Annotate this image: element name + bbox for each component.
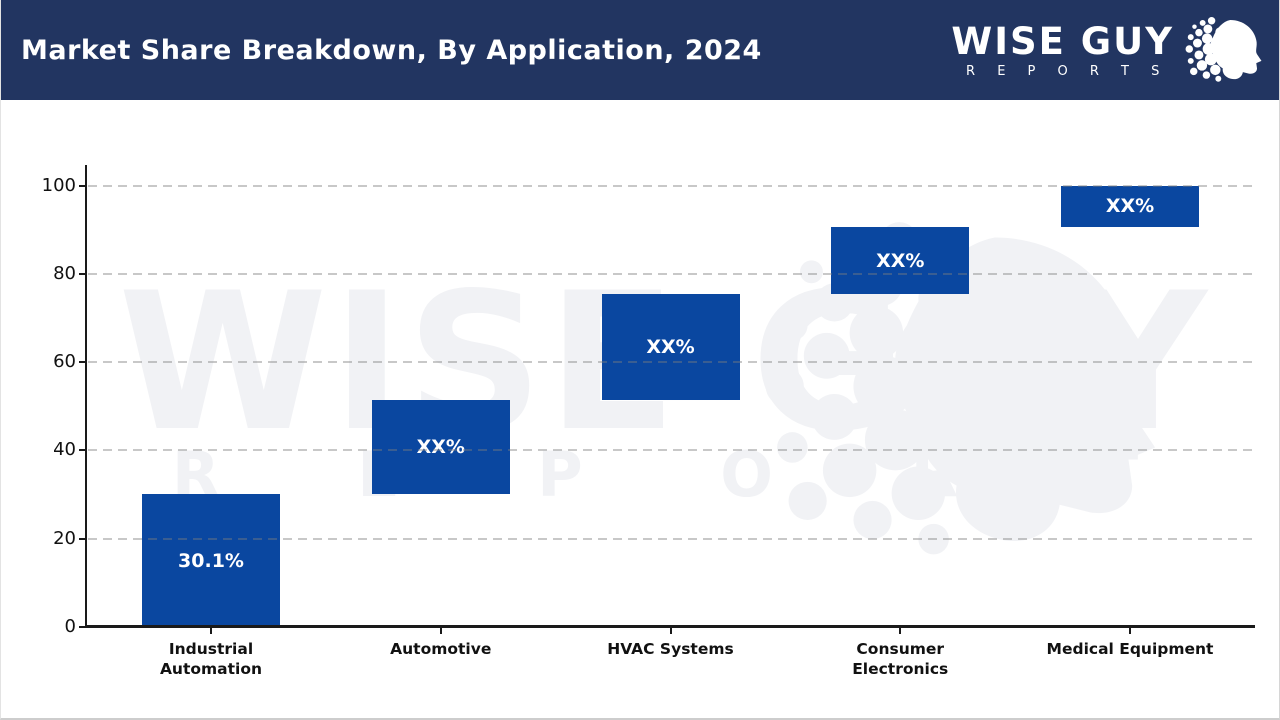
gridline-60 [88, 361, 1254, 364]
bar-value-label: XX% [416, 435, 465, 458]
bar-automotive: XX% [371, 399, 510, 495]
y-tick-label: 60 [53, 351, 76, 373]
bar-hvac-systems: XX% [601, 294, 740, 400]
brand-subtitle: R E P O R T S [966, 63, 1169, 79]
y-tick-mark [79, 184, 87, 187]
x-category-label: HVAC Systems [607, 640, 734, 658]
y-tick-label: 0 [64, 616, 76, 637]
brand-name: WISE GUY [951, 19, 1174, 63]
x-tick-mark [210, 627, 212, 634]
gridline-40 [88, 449, 1254, 452]
y-tick-label: 40 [53, 439, 76, 461]
header-bar: Market Share Breakdown, By Application, … [0, 0, 1280, 100]
y-axis-line [85, 165, 87, 628]
y-tick-label: 20 [53, 527, 76, 549]
y-tick-mark [79, 361, 87, 364]
page-title: Market Share Breakdown, By Application, … [21, 34, 762, 66]
y-tick-label: 80 [53, 262, 76, 284]
bar-medical-equipment: XX% [1061, 185, 1199, 228]
bar-value-label: XX% [876, 249, 925, 272]
x-tick-mark [899, 627, 902, 634]
x-tick-mark [669, 627, 672, 634]
x-category-label: Industrial Automation [159, 640, 263, 679]
y-tick-mark [79, 626, 87, 628]
y-tick-mark [79, 449, 87, 452]
bar-value-label: XX% [1105, 195, 1155, 218]
x-tick-mark [1129, 627, 1131, 634]
gridline-100 [88, 184, 1254, 187]
x-category-label: Consumer Electronics [852, 640, 949, 679]
bar-value-label: XX% [646, 335, 695, 358]
x-category-label: Automotive [390, 640, 492, 658]
brand-logo: WISE GUY R E P O R T S [951, 16, 1280, 84]
y-tick-label: 100 [41, 174, 76, 196]
brand-face-icon [1185, 16, 1262, 82]
x-category-label: Medical Equipment [1046, 640, 1214, 658]
brand-wordmark: WISE GUY R E P O R T S [951, 23, 1174, 78]
y-tick-mark [79, 537, 87, 540]
x-tick-mark [439, 627, 442, 634]
bar-value-label: 30.1% [178, 549, 244, 572]
gridline-20 [88, 537, 1254, 540]
gridline-80 [88, 272, 1254, 275]
bar-consumer-electronics: XX% [831, 227, 970, 295]
bar-industrial-automation: 30.1% [142, 494, 280, 627]
y-tick-mark [79, 272, 87, 275]
x-axis-line [85, 625, 1255, 628]
